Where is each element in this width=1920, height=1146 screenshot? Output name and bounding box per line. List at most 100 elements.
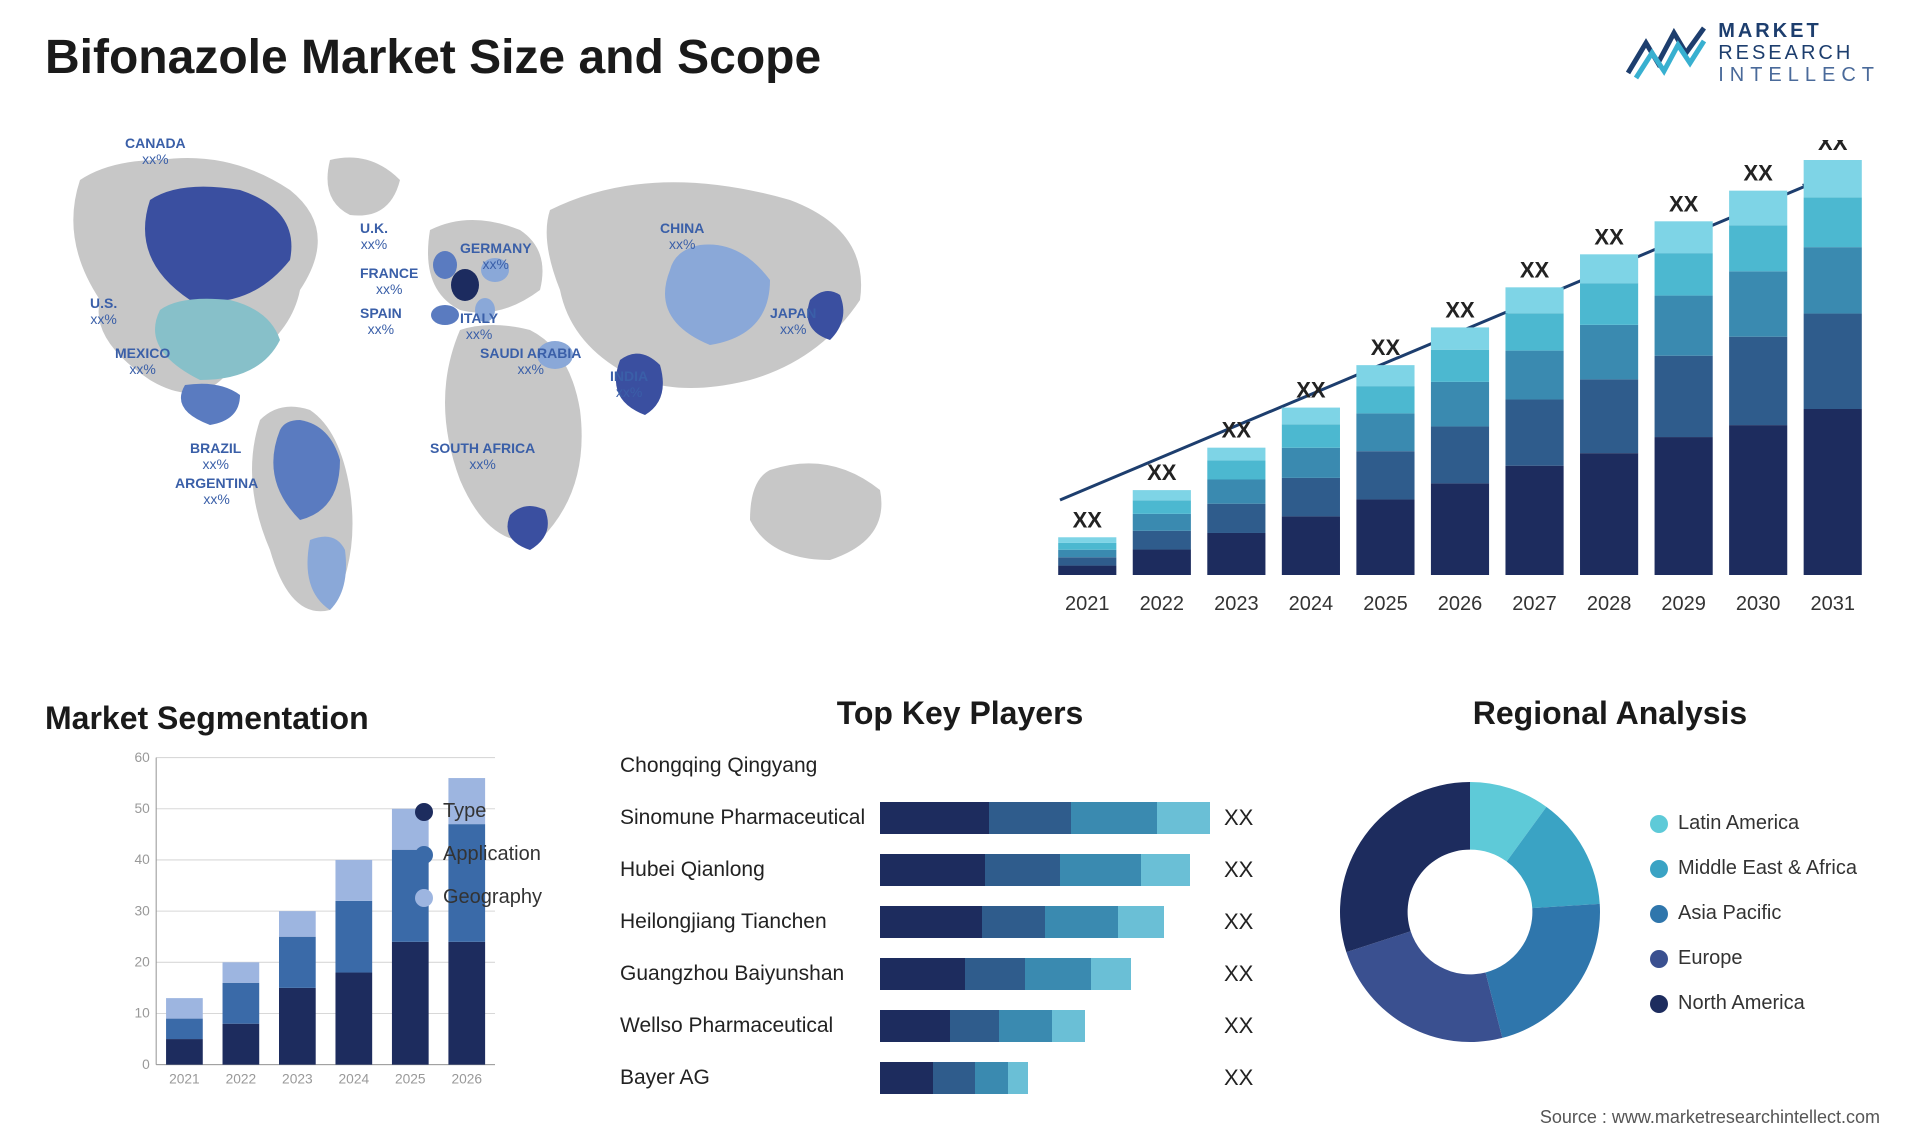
keyplayer-row: Bayer AG XX bbox=[620, 1054, 1300, 1102]
keyplayer-bar bbox=[880, 750, 1210, 782]
country-label: GERMANYxx% bbox=[460, 240, 532, 272]
world-map: CANADAxx%U.S.xx%MEXICOxx%BRAZILxx%ARGENT… bbox=[30, 120, 950, 650]
country-label: U.S.xx% bbox=[90, 295, 117, 327]
keyplayer-bar bbox=[880, 854, 1210, 886]
segmentation-title: Market Segmentation bbox=[45, 700, 585, 737]
svg-text:XX: XX bbox=[1147, 460, 1177, 485]
growth-bar-chart: XX2021XX2022XX2023XX2024XX2025XX2026XX20… bbox=[1020, 140, 1880, 630]
svg-text:XX: XX bbox=[1669, 191, 1699, 216]
keyplayer-row: Hubei Qianlong XX bbox=[620, 846, 1300, 894]
country-label: SPAINxx% bbox=[360, 305, 402, 337]
country-label: BRAZILxx% bbox=[190, 440, 241, 472]
keyplayer-name: Hubei Qianlong bbox=[620, 858, 880, 882]
keyplayer-value: XX bbox=[1224, 961, 1253, 987]
segmentation-legend: Type Application Geography bbox=[415, 800, 542, 909]
page-title: Bifonazole Market Size and Scope bbox=[45, 30, 821, 85]
keyplayer-value: XX bbox=[1224, 1065, 1253, 1091]
legend-item: Europe bbox=[1650, 947, 1857, 970]
regional-title: Regional Analysis bbox=[1320, 695, 1900, 732]
country-label: ARGENTINAxx% bbox=[175, 475, 258, 507]
svg-text:2026: 2026 bbox=[451, 1072, 482, 1087]
svg-text:XX: XX bbox=[1445, 297, 1475, 322]
svg-text:30: 30 bbox=[135, 903, 151, 918]
logo-mark-icon bbox=[1626, 23, 1706, 83]
country-label: SOUTH AFRICAxx% bbox=[430, 440, 535, 472]
svg-text:40: 40 bbox=[135, 852, 151, 867]
country-label: SAUDI ARABIAxx% bbox=[480, 345, 581, 377]
svg-text:2021: 2021 bbox=[169, 1072, 200, 1087]
keyplayer-value: XX bbox=[1224, 909, 1253, 935]
legend-item: Latin America bbox=[1650, 812, 1857, 835]
svg-text:0: 0 bbox=[142, 1057, 150, 1072]
svg-text:XX: XX bbox=[1818, 140, 1848, 155]
keyplayer-row: Guangzhou Baiyunshan XX bbox=[620, 950, 1300, 998]
regional-section: Regional Analysis Latin America Middle Ea… bbox=[1320, 695, 1900, 1062]
keyplayer-name: Bayer AG bbox=[620, 1066, 880, 1090]
country-label: U.K.xx% bbox=[360, 220, 388, 252]
country-label: FRANCExx% bbox=[360, 265, 418, 297]
donut-chart-svg bbox=[1320, 762, 1620, 1062]
svg-text:2024: 2024 bbox=[1289, 593, 1334, 615]
svg-text:2030: 2030 bbox=[1736, 593, 1781, 615]
keyplayer-value: XX bbox=[1224, 805, 1253, 831]
svg-text:2023: 2023 bbox=[1214, 593, 1259, 615]
keyplayers-section: Top Key Players Chongqing Qingyang Sinomu… bbox=[620, 695, 1300, 1106]
svg-text:XX: XX bbox=[1594, 224, 1624, 249]
svg-text:20: 20 bbox=[135, 955, 151, 970]
country-label: JAPANxx% bbox=[770, 305, 816, 337]
keyplayer-name: Chongqing Qingyang bbox=[620, 754, 880, 778]
legend-item: Asia Pacific bbox=[1650, 902, 1857, 925]
regional-legend: Latin America Middle East & Africa Asia Pa… bbox=[1650, 812, 1857, 1015]
regional-donut bbox=[1320, 762, 1620, 1062]
keyplayer-bar bbox=[880, 906, 1210, 938]
svg-text:2029: 2029 bbox=[1661, 593, 1706, 615]
legend-item: Type bbox=[415, 800, 542, 823]
keyplayer-name: Sinomune Pharmaceutical bbox=[620, 806, 880, 830]
legend-item: Middle East & Africa bbox=[1650, 857, 1857, 880]
keyplayer-name: Heilongjiang Tianchen bbox=[620, 910, 880, 934]
country-label: ITALYxx% bbox=[460, 310, 498, 342]
legend-item: Geography bbox=[415, 886, 542, 909]
logo-line3: INTELLECT bbox=[1718, 64, 1880, 86]
growth-chart-svg: XX2021XX2022XX2023XX2024XX2025XX2026XX20… bbox=[1020, 140, 1880, 630]
legend-item: North America bbox=[1650, 992, 1857, 1015]
keyplayers-rows: Chongqing Qingyang Sinomune Pharmaceutica… bbox=[620, 742, 1300, 1102]
segmentation-section: Market Segmentation 0 10 20 30 40 50 60 2021 202… bbox=[45, 700, 585, 1112]
country-label: CANADAxx% bbox=[125, 135, 186, 167]
svg-text:2022: 2022 bbox=[1140, 593, 1185, 615]
keyplayer-name: Guangzhou Baiyunshan bbox=[620, 962, 880, 986]
keyplayer-value: XX bbox=[1224, 1013, 1253, 1039]
svg-text:2022: 2022 bbox=[226, 1072, 257, 1087]
brand-logo: MARKET RESEARCH INTELLECT bbox=[1626, 20, 1880, 86]
svg-text:2026: 2026 bbox=[1438, 593, 1483, 615]
logo-line2: RESEARCH bbox=[1718, 42, 1880, 64]
legend-item: Application bbox=[415, 843, 542, 866]
svg-text:2025: 2025 bbox=[1363, 593, 1408, 615]
svg-text:2025: 2025 bbox=[395, 1072, 426, 1087]
logo-line1: MARKET bbox=[1718, 20, 1880, 42]
logo-text: MARKET RESEARCH INTELLECT bbox=[1718, 20, 1880, 86]
svg-text:2024: 2024 bbox=[339, 1072, 370, 1087]
svg-text:10: 10 bbox=[135, 1006, 151, 1021]
keyplayer-row: Sinomune Pharmaceutical XX bbox=[620, 794, 1300, 842]
keyplayer-bar bbox=[880, 802, 1210, 834]
source-text: Source : www.marketresearchintellect.com bbox=[1540, 1107, 1880, 1128]
svg-text:XX: XX bbox=[1744, 161, 1774, 186]
country-label: CHINAxx% bbox=[660, 220, 704, 252]
svg-text:2023: 2023 bbox=[282, 1072, 313, 1087]
keyplayer-value: XX bbox=[1224, 857, 1253, 883]
svg-text:50: 50 bbox=[135, 801, 151, 816]
keyplayer-bar bbox=[880, 958, 1210, 990]
keyplayer-row: Heilongjiang Tianchen XX bbox=[620, 898, 1300, 946]
keyplayers-title: Top Key Players bbox=[620, 695, 1300, 732]
country-label: INDIAxx% bbox=[610, 368, 648, 400]
keyplayer-bar bbox=[880, 1010, 1210, 1042]
world-map-svg bbox=[30, 120, 950, 650]
keyplayer-row: Chongqing Qingyang bbox=[620, 742, 1300, 790]
svg-text:60: 60 bbox=[135, 750, 151, 765]
svg-text:XX: XX bbox=[1371, 335, 1401, 360]
svg-text:2031: 2031 bbox=[1810, 593, 1855, 615]
svg-text:2028: 2028 bbox=[1587, 593, 1632, 615]
svg-text:XX: XX bbox=[1296, 378, 1326, 403]
keyplayer-row: Wellso PharmaceuticalXX bbox=[620, 1002, 1300, 1050]
